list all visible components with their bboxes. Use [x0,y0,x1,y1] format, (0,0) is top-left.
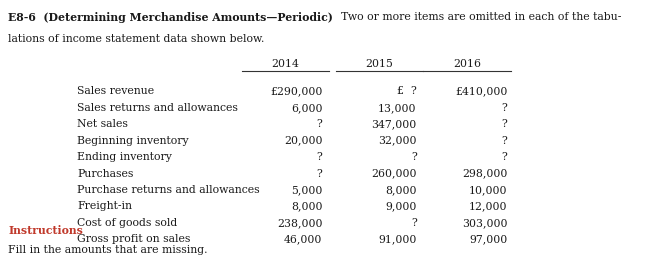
Text: Beginning inventory: Beginning inventory [77,136,189,146]
Text: 6,000: 6,000 [291,103,323,113]
Text: 238,000: 238,000 [277,218,323,228]
Text: 2015: 2015 [366,59,394,69]
Text: Cost of goods sold: Cost of goods sold [77,218,177,228]
Text: ?: ? [501,103,507,113]
Text: Instructions: Instructions [8,225,83,236]
Text: Purchases: Purchases [77,169,134,179]
Text: Sales returns and allowances: Sales returns and allowances [77,103,238,113]
Text: 303,000: 303,000 [462,218,507,228]
Text: Sales revenue: Sales revenue [77,86,155,96]
Text: Two or more items are omitted in each of the tabu-: Two or more items are omitted in each of… [334,12,622,22]
Text: ?: ? [317,152,323,162]
Text: E8-6  (Determining Merchandise Amounts—Periodic): E8-6 (Determining Merchandise Amounts—Pe… [8,12,333,23]
Text: 298,000: 298,000 [462,169,507,179]
Text: 9,000: 9,000 [385,201,417,211]
Text: £290,000: £290,000 [270,86,323,96]
Text: ?: ? [501,152,507,162]
Text: 5,000: 5,000 [291,185,323,195]
Text: ?: ? [317,169,323,179]
Text: ?: ? [501,119,507,129]
Text: lations of income statement data shown below.: lations of income statement data shown b… [8,34,265,45]
Text: 260,000: 260,000 [371,169,417,179]
Text: £  ?: £ ? [397,86,417,96]
Text: 8,000: 8,000 [385,185,417,195]
Text: 10,000: 10,000 [469,185,507,195]
Text: Ending inventory: Ending inventory [77,152,172,162]
Text: 91,000: 91,000 [378,234,417,244]
Text: ?: ? [317,119,323,129]
Text: 12,000: 12,000 [469,201,507,211]
Text: Net sales: Net sales [77,119,128,129]
Text: ?: ? [411,152,417,162]
Text: ?: ? [411,218,417,228]
Text: 32,000: 32,000 [378,136,417,146]
Text: Gross profit on sales: Gross profit on sales [77,234,191,244]
Text: 20,000: 20,000 [284,136,323,146]
Text: ?: ? [501,136,507,146]
Text: Purchase returns and allowances: Purchase returns and allowances [77,185,260,195]
Text: 13,000: 13,000 [378,103,417,113]
Text: Fill in the amounts that are missing.: Fill in the amounts that are missing. [8,245,208,255]
Text: 2014: 2014 [271,59,300,69]
Text: 46,000: 46,000 [284,234,323,244]
Text: 97,000: 97,000 [469,234,507,244]
Text: 347,000: 347,000 [372,119,417,129]
Text: 8,000: 8,000 [291,201,323,211]
Text: 2016: 2016 [453,59,481,69]
Text: £410,000: £410,000 [455,86,507,96]
Text: Freight-in: Freight-in [77,201,132,211]
